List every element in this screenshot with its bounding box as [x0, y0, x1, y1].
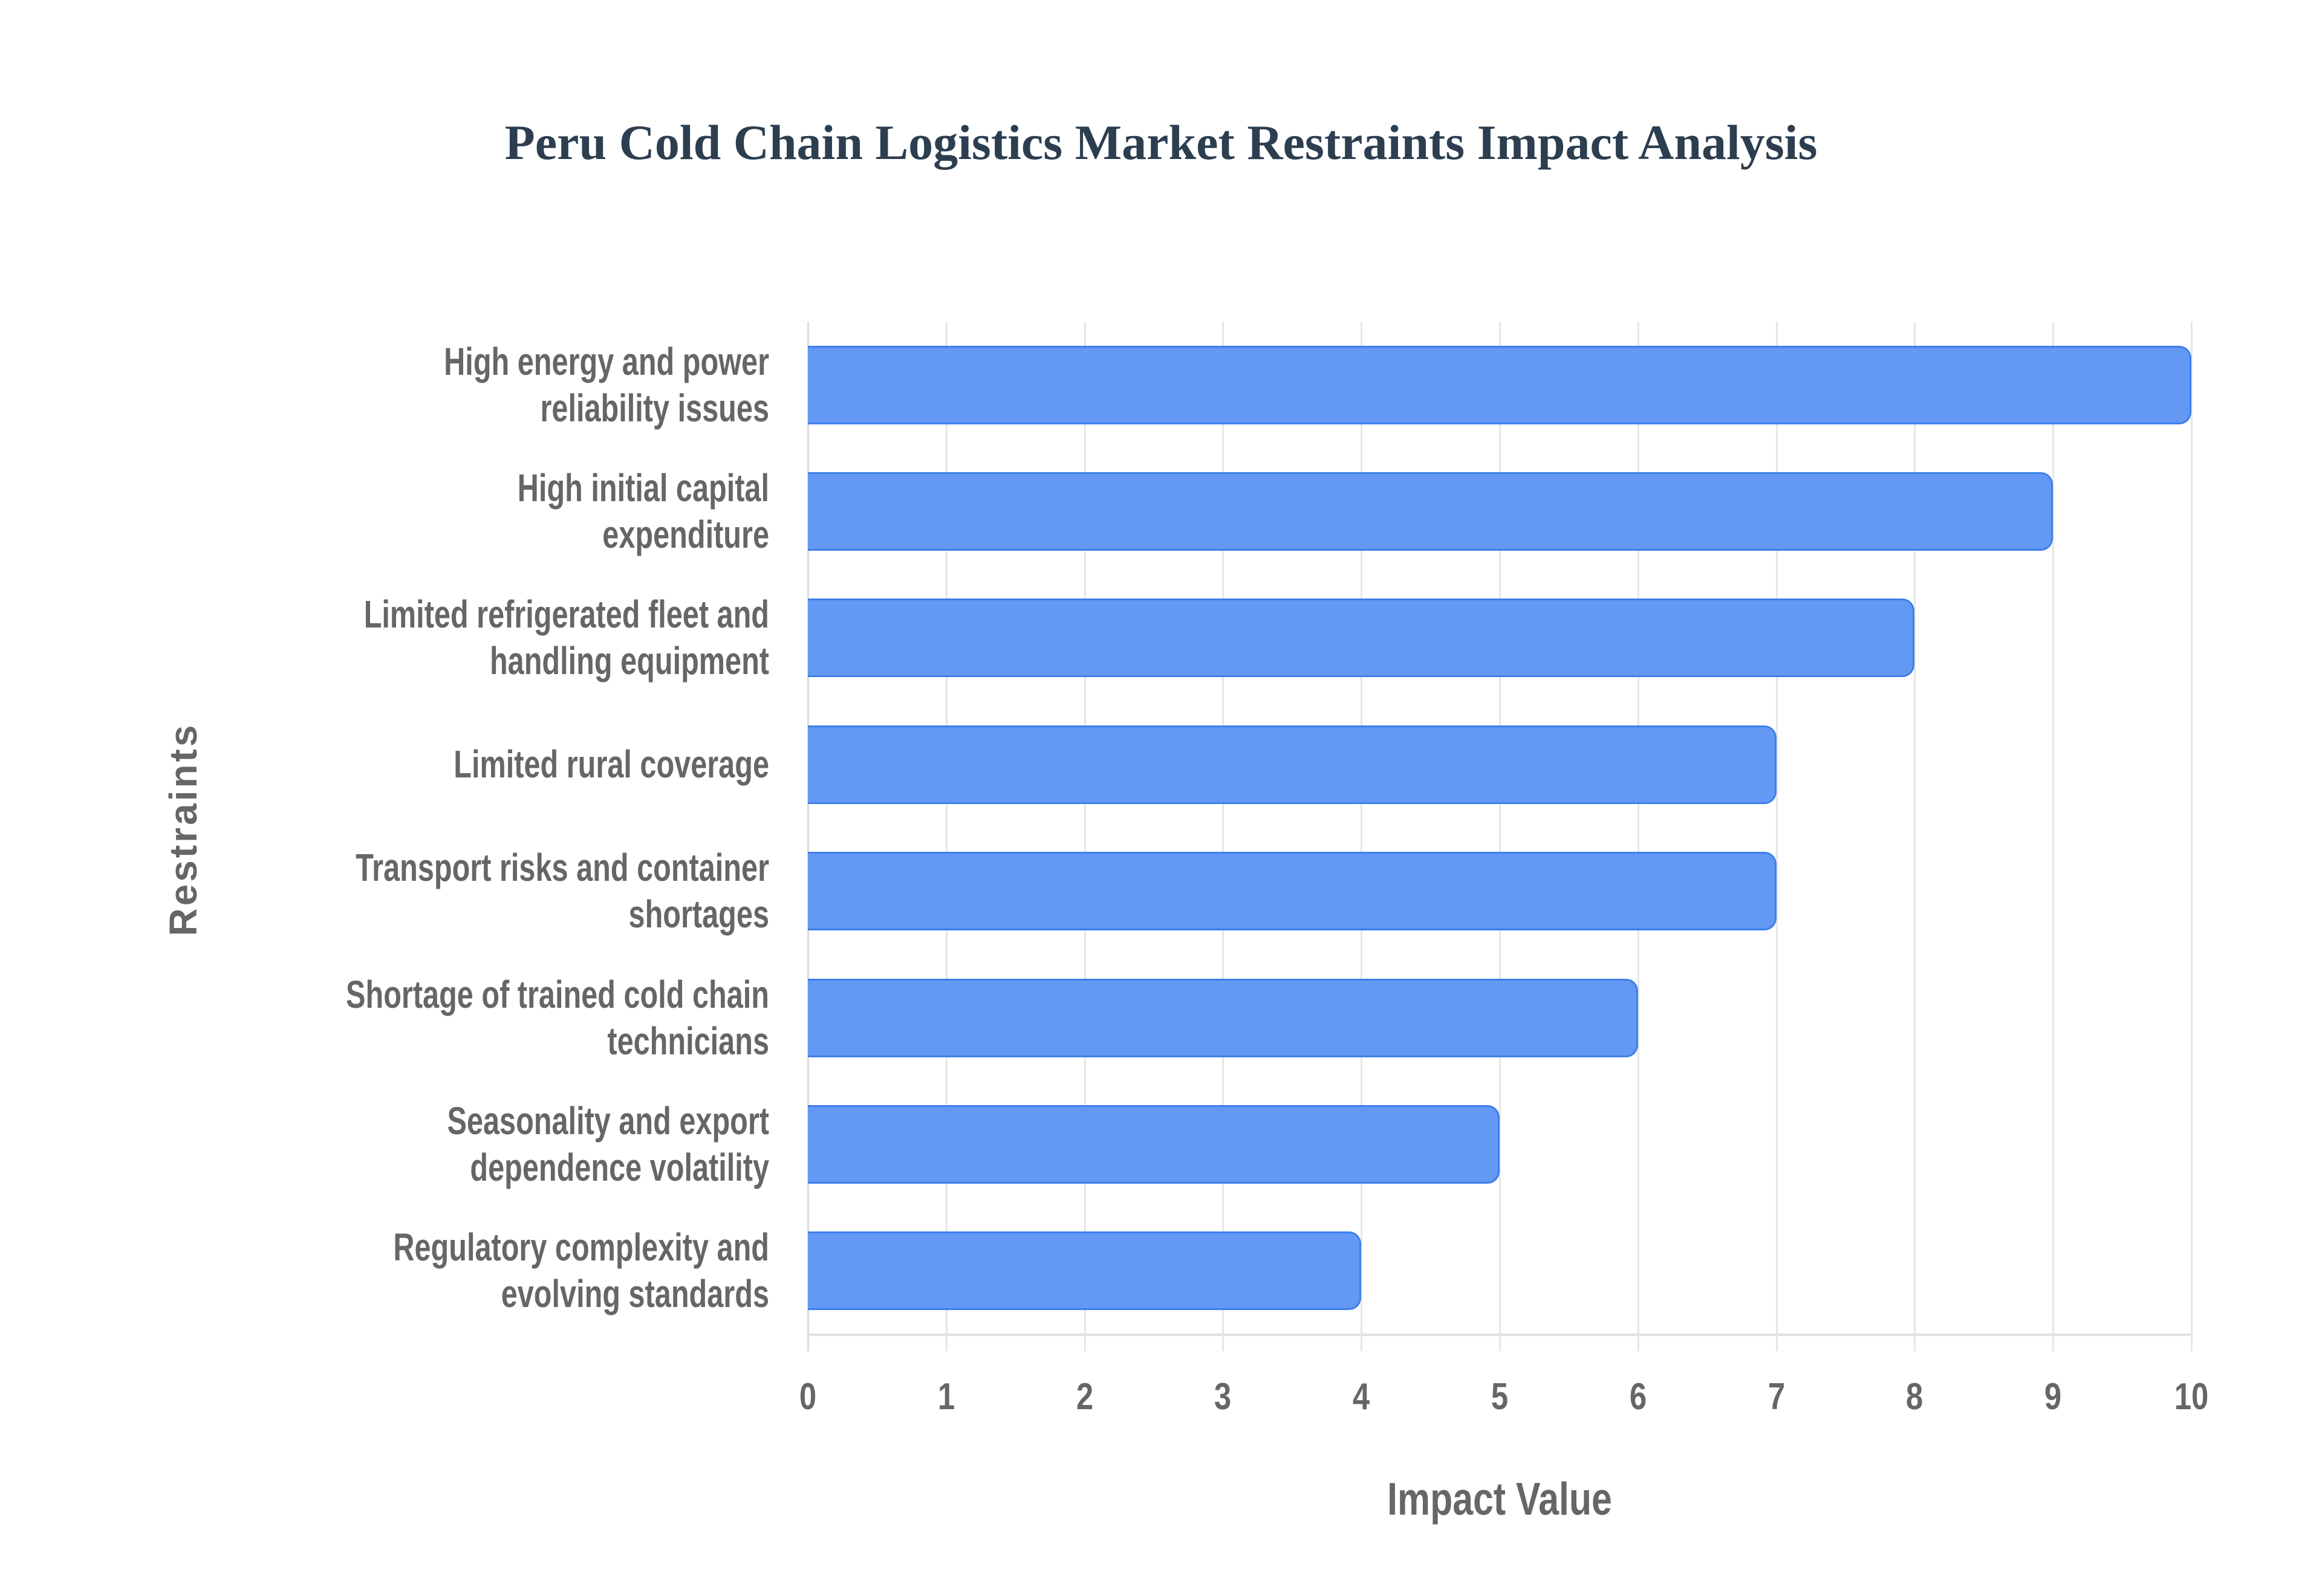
gridline	[1914, 322, 1916, 1351]
x-tick-label: 5	[1491, 1376, 1509, 1418]
y-axis-line	[807, 322, 809, 1351]
y-tick-label: Shortage of trained cold chain technician…	[126, 955, 769, 1081]
y-tick-label-line: Seasonality and export	[447, 1098, 769, 1143]
y-axis-labels: High energy and power reliability issues H…	[0, 322, 769, 1334]
bar	[808, 852, 1777, 931]
gridline	[1499, 322, 1501, 1351]
x-tick-label: 8	[1906, 1376, 1924, 1418]
y-tick-label-line: dependence volatility	[470, 1145, 769, 1189]
x-tick-label: 7	[1768, 1376, 1785, 1418]
y-tick-label-line: High energy and power	[444, 339, 769, 383]
bar	[808, 1231, 1362, 1311]
x-axis-title: Impact Value	[1387, 1473, 1612, 1525]
bar	[808, 725, 1777, 804]
y-tick-label-line: Limited rural coverage	[454, 742, 769, 787]
chart-title: Peru Cold Chain Logistics Market Restrai…	[504, 115, 1818, 170]
gridline	[945, 322, 948, 1351]
gridline	[1361, 322, 1363, 1351]
bar	[808, 345, 2191, 424]
gridline	[2052, 322, 2055, 1351]
bar	[808, 978, 1638, 1057]
x-tick-label: 10	[2174, 1376, 2209, 1418]
x-tick-label: 4	[1353, 1376, 1370, 1418]
y-tick-label-line: handling equipment	[489, 639, 769, 683]
y-tick-label-line: High initial capital	[517, 466, 769, 510]
y-tick-label-line: evolving standards	[501, 1272, 769, 1316]
x-tick-label: 1	[937, 1376, 955, 1418]
y-tick-label-line: Shortage of trained cold chain	[346, 972, 769, 1016]
x-tick-label: 0	[799, 1376, 817, 1418]
y-tick-label: High initial capital expenditure	[126, 448, 769, 574]
x-tick-label: 3	[1214, 1376, 1232, 1418]
bar	[808, 1105, 1500, 1184]
plot-area: 0 1 2 3 4 5 6 7 8 9 10	[799, 322, 2208, 1418]
y-tick-label-line: Regulatory complexity and	[393, 1225, 769, 1270]
y-tick-label-line: expenditure	[602, 513, 769, 557]
bar	[808, 472, 2054, 551]
y-tick-label-line: reliability issues	[540, 386, 769, 430]
y-tick-label-line: shortages	[628, 892, 769, 936]
bar	[808, 598, 1915, 678]
y-tick-label: Transport risks and container shortages	[126, 828, 769, 955]
gridline	[1637, 322, 1639, 1351]
y-tick-label-line: technicians	[607, 1019, 769, 1063]
y-tick-label-line: Transport risks and container	[356, 846, 769, 890]
gridline	[1222, 322, 1224, 1351]
gridline	[1775, 322, 1778, 1351]
gridline	[2191, 322, 2193, 1351]
y-tick-label: Regulatory complexity and evolving standa…	[126, 1208, 769, 1334]
x-tick-label: 2	[1076, 1376, 1093, 1418]
y-tick-label: Limited rural coverage	[126, 701, 769, 828]
x-tick-label: 6	[1629, 1376, 1647, 1418]
y-tick-label: Seasonality and export dependence volatil…	[126, 1081, 769, 1207]
y-tick-label-line: Limited refrigerated fleet and	[363, 592, 769, 637]
gridline	[1084, 322, 1086, 1351]
x-tick-label: 9	[2044, 1376, 2062, 1418]
y-tick-label: High energy and power reliability issues	[126, 322, 769, 448]
y-tick-label: Limited refrigerated fleet and handling e…	[126, 575, 769, 701]
